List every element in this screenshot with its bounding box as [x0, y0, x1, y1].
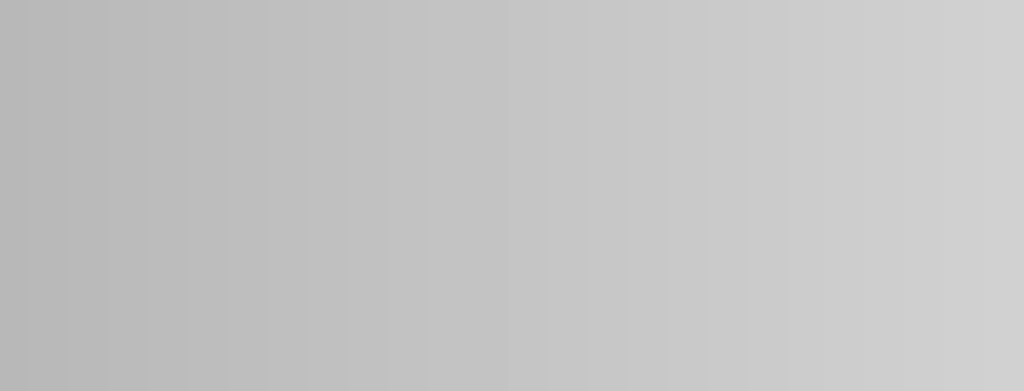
Text: 35.: 35. [156, 319, 195, 341]
Text: $\mathbf{[Cr(NH_3)_2Cl_2(\mathit{en})]}^{\mathbf{+}}$: $\mathbf{[Cr(NH_3)_2Cl_2(\mathit{en})]}^… [231, 259, 499, 290]
Text: Delhi 2014C: Delhi 2014C [494, 52, 605, 70]
Text: 40.: 40. [873, 52, 903, 70]
Text: Write the IUPAC name of the following: Write the IUPAC name of the following [219, 319, 702, 341]
Text: HOTS: Delhi 2014C: HOTS: Delhi 2014C [521, 259, 712, 277]
Text: (iii)  [NiCl: (iii) [NiCl [255, 52, 343, 70]
Text: $\mathbf{[Cr(C_2O_4)_3]^{3-},\ [Pt\ Cl_2\ (en)_2]^{2+}}$: $\mathbf{[Cr(C_2O_4)_3]^{3-},\ [Pt\ Cl_2… [231, 205, 678, 237]
Text: Draw the structures of optical isomers of: Draw the structures of optical isomers o… [219, 101, 796, 125]
Text: each of the following complex ions.: each of the following complex ions. [219, 157, 715, 181]
Text: 4: 4 [894, 319, 909, 339]
Text: ]: ] [416, 52, 423, 70]
Text: 4: 4 [401, 54, 410, 67]
Text: 34.: 34. [156, 107, 202, 132]
